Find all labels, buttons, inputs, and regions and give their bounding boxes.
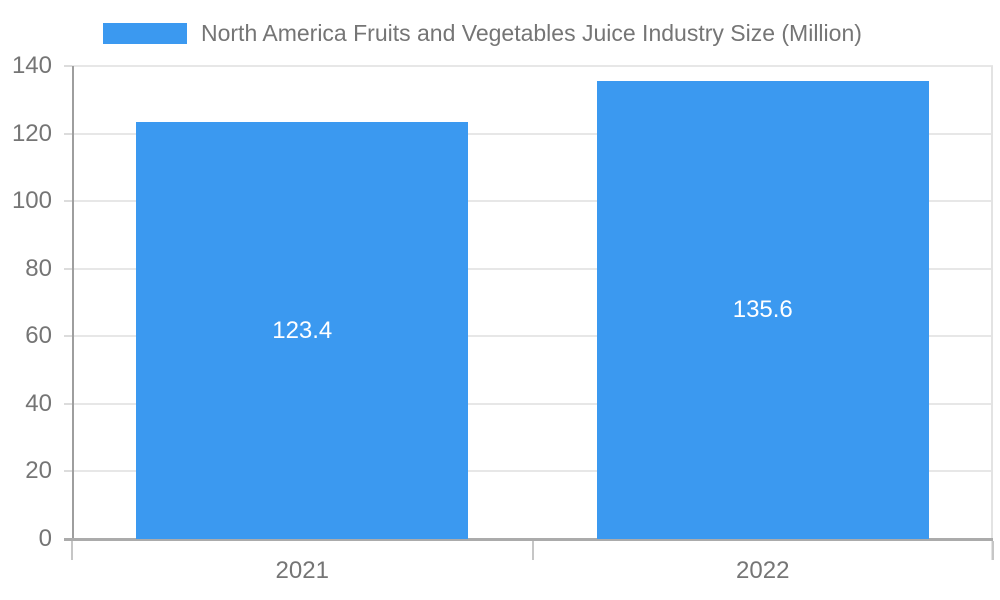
y-axis-label: 140 [11,52,52,79]
bar-2021 [136,122,469,539]
x-axis-label: 2021 [275,557,329,584]
x-axis-line [64,538,993,541]
y-axis-tick [64,402,72,405]
gridline [72,132,993,135]
y-axis-tick [64,267,72,270]
y-axis-tick [64,200,72,203]
gridline [72,267,993,270]
y-axis-label: 0 [38,525,52,552]
y-axis-tick [64,65,72,67]
y-axis-label: 120 [11,119,52,147]
plot-right-border [991,66,993,560]
gridline [72,335,993,338]
gridline [72,65,993,67]
x-axis-tick [531,541,534,560]
y-axis-line [72,66,74,539]
x-axis-tick [71,541,73,560]
y-axis-tick [64,132,72,135]
y-axis-label: 20 [25,457,52,485]
y-axis-label: 100 [11,187,52,215]
y-axis-tick [64,470,72,473]
bar-value-label: 135.6 [732,295,793,323]
y-axis-label: 40 [25,389,52,417]
x-axis-label: 2022 [736,557,790,584]
legend: North America Fruits and Vegetables Juic… [103,20,862,47]
y-axis-label: 80 [25,254,52,282]
y-axis-label: 60 [25,322,52,350]
gridline [72,402,993,405]
x-axis-tick [992,541,994,560]
legend-label: North America Fruits and Vegetables Juic… [201,20,862,46]
gridline [72,470,993,473]
legend-swatch [103,23,187,44]
y-axis-tick [64,335,72,338]
bar-value-label: 123.4 [272,316,333,344]
gridline [72,200,993,203]
bar-2022 [596,80,929,539]
